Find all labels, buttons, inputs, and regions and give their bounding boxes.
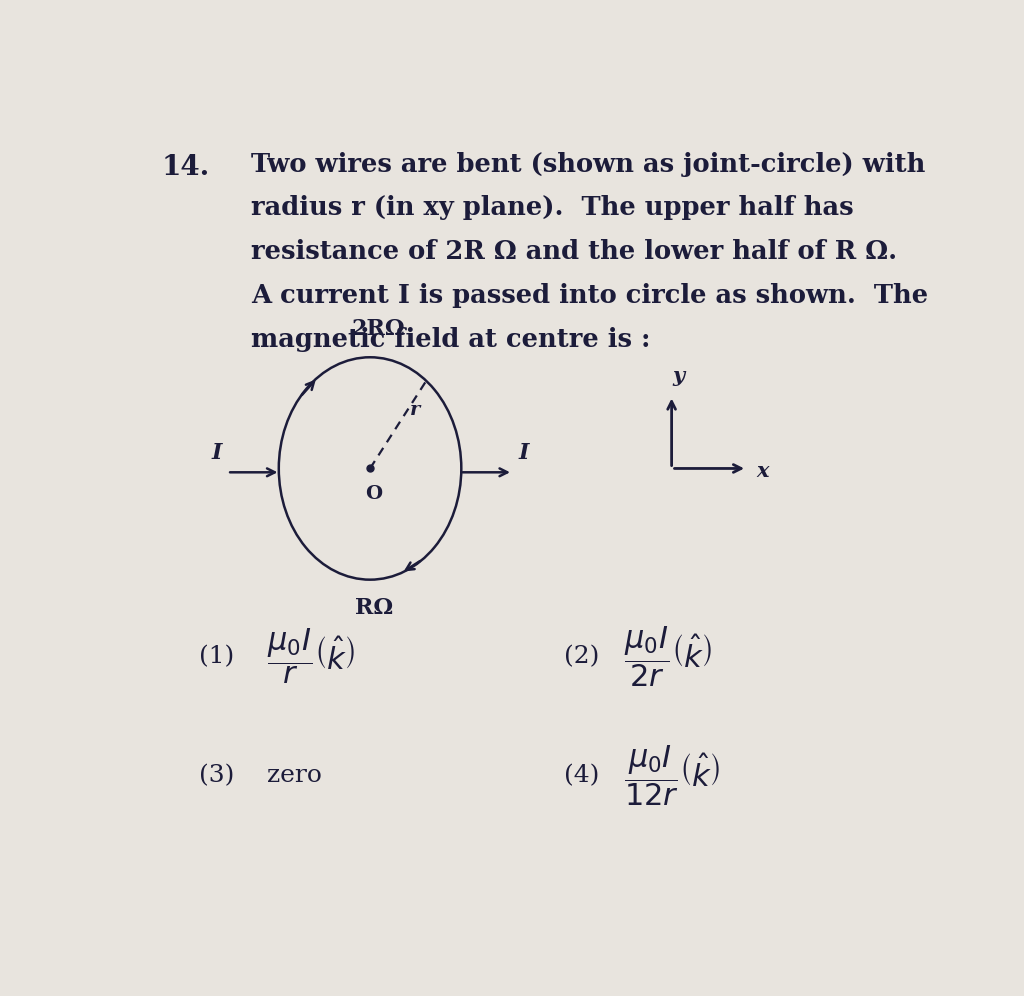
Text: (3): (3): [200, 764, 234, 787]
Text: A current I is passed into circle as shown.  The: A current I is passed into circle as sho…: [251, 283, 928, 308]
Text: $\dfrac{\mu_0 I}{2r}\left(\hat{k}\right)$: $\dfrac{\mu_0 I}{2r}\left(\hat{k}\right)…: [624, 624, 712, 688]
Text: 2RΩ: 2RΩ: [351, 319, 404, 341]
Text: $\dfrac{\mu_0 I}{r}\left(\hat{k}\right)$: $\dfrac{\mu_0 I}{r}\left(\hat{k}\right)$: [267, 626, 354, 686]
Text: 14.: 14.: [162, 154, 210, 181]
Text: (4): (4): [564, 764, 600, 787]
Text: resistance of 2R Ω and the lower half of R Ω.: resistance of 2R Ω and the lower half of…: [251, 239, 897, 264]
Text: RΩ: RΩ: [355, 597, 393, 619]
Text: radius r (in xy plane).  The upper half has: radius r (in xy plane). The upper half h…: [251, 195, 854, 220]
Text: x: x: [757, 461, 769, 481]
Text: y: y: [672, 367, 684, 386]
Text: r: r: [411, 401, 421, 419]
Text: O: O: [366, 485, 383, 503]
Text: zero: zero: [267, 764, 322, 787]
Text: I: I: [518, 442, 528, 464]
Text: (2): (2): [564, 644, 600, 668]
Text: I: I: [211, 442, 221, 464]
Text: $\dfrac{\mu_0 I}{12r}\left(\hat{k}\right)$: $\dfrac{\mu_0 I}{12r}\left(\hat{k}\right…: [624, 743, 720, 808]
Text: (1): (1): [200, 644, 234, 668]
Text: Two wires are bent (shown as joint-circle) with: Two wires are bent (shown as joint-circl…: [251, 151, 926, 176]
Text: magnetic field at centre is :: magnetic field at centre is :: [251, 327, 650, 352]
